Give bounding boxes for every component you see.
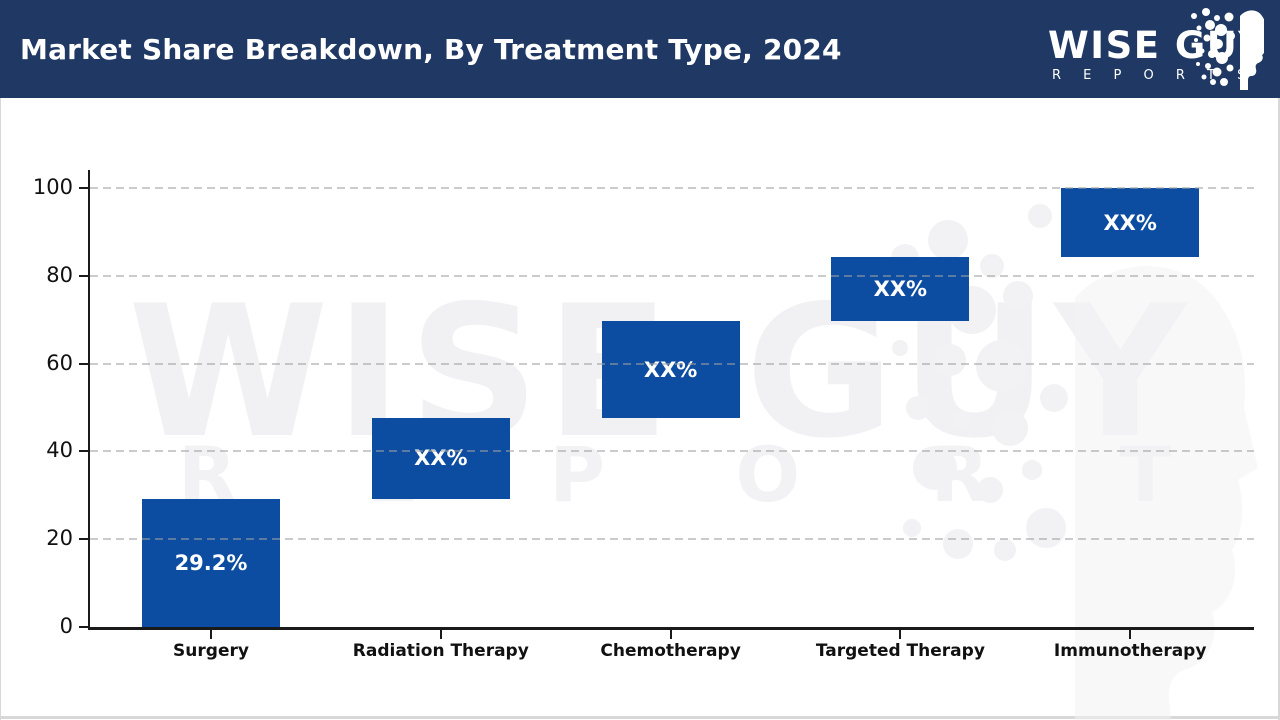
x-tick-mark [669, 630, 672, 639]
y-tick-label: 20 [46, 526, 73, 551]
x-category-label: Immunotherapy [1053, 641, 1207, 661]
y-tick-mark [79, 274, 88, 277]
chart-title: Market Share Breakdown, By Treatment Typ… [20, 32, 842, 66]
wise-guy-logo: WISE GUY R E P O R T S [1048, 8, 1264, 90]
gridline-y60 [90, 362, 1254, 365]
logo-face-icon [1240, 10, 1264, 90]
watermark-face-dots [891, 204, 1258, 720]
gridline-y80 [90, 274, 1254, 277]
x-axis-line [88, 627, 1254, 630]
x-tick-mark [210, 630, 212, 639]
x-category-label: Surgery [173, 641, 249, 661]
x-tick-mark [899, 630, 902, 639]
logo-wordmark: WISE GUY [1048, 24, 1264, 67]
page-border-left [0, 98, 1, 720]
page-border-right [1278, 98, 1280, 720]
x-category-label: Chemotherapy [600, 641, 741, 661]
x-category-label: Targeted Therapy [815, 641, 985, 661]
gridline-y100 [90, 187, 1254, 189]
bar-value-label: XX% [1103, 210, 1157, 235]
y-tick-mark [79, 538, 88, 541]
y-tick-label: 0 [59, 614, 73, 638]
bar-value-label: 29.2% [174, 550, 248, 575]
gridline-y40 [90, 450, 1254, 453]
y-tick-mark [79, 187, 88, 189]
bar-targeted-therapy: XX% [831, 257, 970, 321]
x-tick-mark [1129, 630, 1132, 639]
bar-chemotherapy: XX% [601, 321, 740, 419]
bar-surgery: 29.2% [142, 498, 280, 627]
logo-subtext: R E P O R T S [1052, 68, 1254, 83]
header-bar: Market Share Breakdown, By Treatment Typ… [0, 0, 1280, 98]
gridline-y20 [90, 538, 1254, 541]
logo-dots [1191, 8, 1235, 86]
y-tick-mark [79, 362, 88, 365]
y-tick-label: 80 [46, 262, 73, 287]
bar-value-label: XX% [643, 357, 698, 382]
y-tick-mark [79, 450, 88, 453]
page-border-bottom [0, 716, 1280, 719]
y-tick-label: 100 [32, 175, 73, 199]
x-category-label: Radiation Therapy [352, 641, 529, 661]
y-tick-label: 60 [46, 350, 73, 375]
bar-value-label: XX% [873, 277, 928, 302]
bar-immunotherapy: XX% [1061, 188, 1200, 258]
x-tick-mark [439, 630, 442, 639]
bar-radiation-therapy: XX% [371, 418, 510, 499]
y-tick-label: 40 [46, 438, 73, 463]
y-tick-mark [79, 626, 88, 628]
y-axis-line [88, 170, 90, 629]
